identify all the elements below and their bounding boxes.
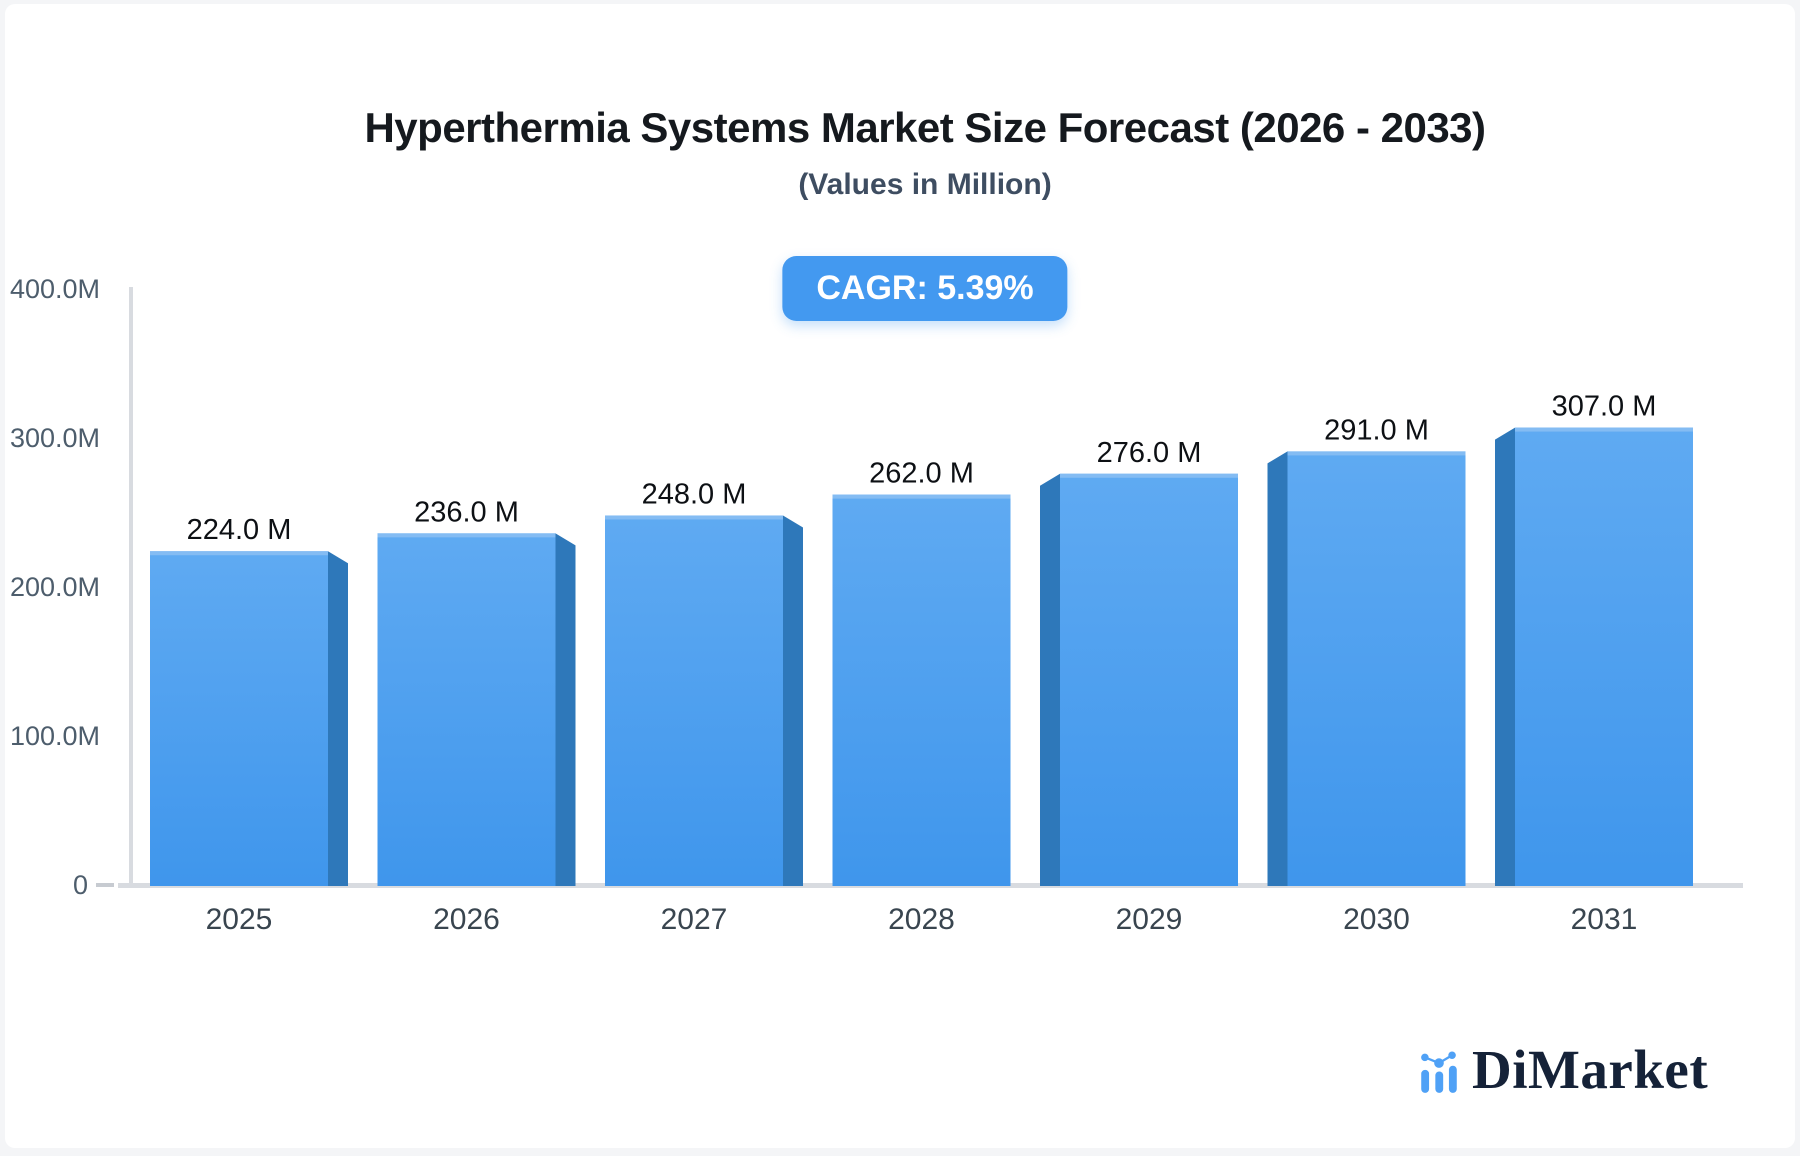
bar-front-face[interactable]	[150, 551, 328, 886]
bar-2026[interactable]: 236.0 M 2026	[377, 496, 576, 936]
y-tick-label: 200.0M	[10, 572, 100, 602]
x-axis-label: 2027	[661, 903, 728, 936]
cagr-badge: CAGR: 5.39%	[782, 256, 1068, 321]
bar-2031[interactable]: 307.0 M 2031	[1495, 391, 1693, 936]
bar-side-face	[328, 551, 348, 886]
bar-front-face[interactable]	[1287, 451, 1466, 886]
bar-value-label: 307.0 M	[1552, 391, 1657, 423]
bar-top-edge	[832, 494, 1011, 499]
y-tick-label: 0	[73, 870, 88, 900]
bar-value-label: 262.0 M	[869, 458, 974, 490]
bar-value-label: 276.0 M	[1097, 437, 1202, 469]
bar-front-face[interactable]	[605, 515, 783, 886]
bar-side-face	[1267, 451, 1288, 886]
bar-side-face	[783, 515, 803, 886]
bar-2025[interactable]: 224.0 M 2025	[150, 514, 348, 936]
bar-2030[interactable]: 291.0 M 2030	[1267, 414, 1466, 936]
bar-top-edge	[377, 533, 556, 538]
bar-side-face	[555, 533, 576, 886]
bar-top-edge	[605, 515, 783, 520]
bar-2027[interactable]: 248.0 M 2027	[605, 478, 803, 936]
bar-side-face	[1495, 427, 1515, 886]
bar-2029[interactable]: 276.0 M 2029	[1040, 437, 1238, 936]
y-tick-label: 400.0M	[10, 274, 100, 304]
chart-title: Hyperthermia Systems Market Size Forecas…	[364, 104, 1486, 151]
bar-side-face	[1040, 473, 1060, 886]
y-axis-line	[129, 287, 133, 885]
bar-top-edge	[1515, 427, 1693, 432]
x-axis-label: 2029	[1116, 903, 1183, 936]
x-axis-label: 2026	[433, 903, 500, 936]
bar-front-face[interactable]	[377, 533, 556, 886]
y-tick-label: 300.0M	[10, 423, 100, 453]
bar-value-label: 248.0 M	[642, 478, 747, 510]
bar-2028[interactable]: 262.0 M 2028	[832, 458, 1011, 936]
bar-front-face[interactable]	[832, 494, 1011, 886]
zero-tick-mark	[96, 883, 114, 887]
logo-text: DiMarket	[1472, 1039, 1709, 1100]
bar-top-edge	[1060, 473, 1238, 478]
x-axis-label: 2031	[1571, 903, 1638, 936]
bar-top-edge	[1287, 451, 1466, 456]
x-axis-label: 2028	[888, 903, 955, 936]
bar-line-chart-icon	[1418, 1049, 1460, 1095]
x-axis-label: 2025	[206, 903, 273, 936]
bar-front-face[interactable]	[1060, 473, 1238, 886]
bar-top-edge	[150, 551, 328, 556]
bar-value-label: 236.0 M	[414, 496, 519, 528]
chart-subtitle: (Values in Million)	[798, 168, 1052, 201]
y-tick-label: 100.0M	[10, 721, 100, 751]
bar-front-face[interactable]	[1515, 427, 1693, 886]
bar-value-label: 291.0 M	[1324, 414, 1429, 446]
dimarket-logo: DiMarket	[1418, 1039, 1709, 1100]
x-axis-label: 2030	[1343, 903, 1410, 936]
bar-value-label: 224.0 M	[187, 514, 292, 546]
